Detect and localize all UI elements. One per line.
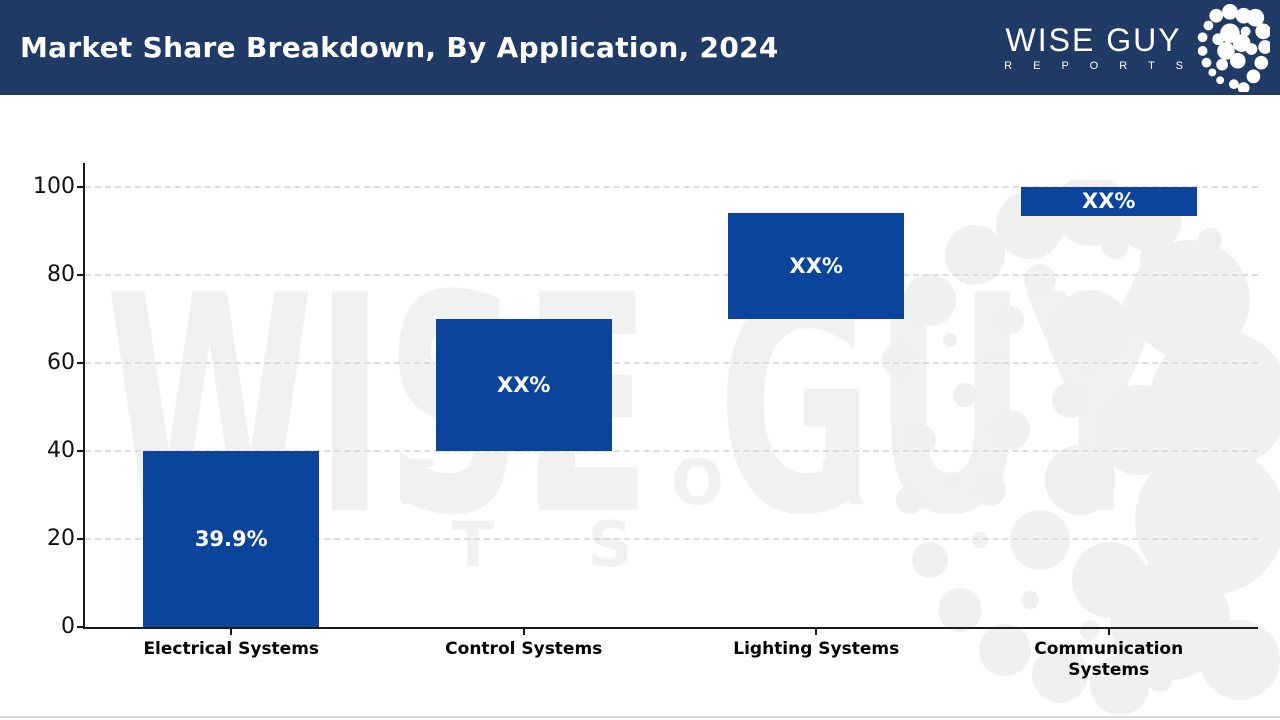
dotted-head-icon — [1197, 3, 1270, 92]
bottom-border-line — [0, 716, 1280, 718]
x-tick-mark-2 — [815, 627, 818, 635]
y-tick-mark-0 — [77, 626, 85, 628]
gridline-y-80 — [85, 274, 1258, 276]
y-axis-line — [83, 163, 85, 629]
x-axis-line — [85, 627, 1258, 629]
page-title: Market Share Breakdown, By Application, … — [20, 31, 779, 64]
y-tick-mark-80 — [77, 274, 85, 276]
bar-electrical-systems: 39.9% — [143, 451, 320, 627]
y-tick-label-100: 100 — [33, 174, 75, 199]
y-tick-mark-40 — [77, 450, 85, 452]
x-tick-mark-0 — [230, 627, 233, 635]
x-tick-mark-1 — [522, 627, 525, 635]
category-label-3: Communication Systems — [1034, 639, 1184, 681]
x-tick-mark-3 — [1107, 627, 1110, 635]
bar-value-label: XX% — [789, 253, 843, 278]
bar-value-label: XX% — [1082, 188, 1136, 213]
category-label-0: Electrical Systems — [143, 639, 320, 659]
y-tick-mark-100 — [77, 186, 85, 188]
y-tick-label-80: 80 — [47, 262, 75, 287]
header-band: Market Share Breakdown, By Application, … — [0, 0, 1280, 95]
logo-reports-label: R E P O R T S — [1004, 59, 1192, 72]
gridline-y-100 — [85, 186, 1258, 188]
y-tick-label-40: 40 — [47, 438, 75, 463]
bar-lighting-systems: XX% — [728, 213, 905, 319]
bar-control-systems: XX% — [435, 319, 612, 452]
y-tick-label-0: 0 — [61, 614, 75, 639]
category-label-2: Lighting Systems — [733, 639, 900, 659]
bar-communication-systems: XX% — [1020, 187, 1197, 216]
wiseguy-logo: WISE GUY R E P O R T S — [995, 3, 1270, 92]
gridline-y-40 — [85, 450, 1258, 452]
bar-value-label: XX% — [497, 372, 551, 397]
y-tick-label-20: 20 — [47, 526, 75, 551]
wiseguy-logo-text: WISE GUY R E P O R T S — [995, 24, 1192, 72]
y-tick-mark-60 — [77, 362, 85, 364]
gridline-y-60 — [85, 362, 1258, 364]
y-tick-mark-20 — [77, 538, 85, 540]
category-label-1: Control Systems — [445, 639, 603, 659]
y-tick-label-60: 60 — [47, 350, 75, 375]
bar-value-label: 39.9% — [194, 526, 268, 551]
logo-wiseguy-label: WISE GUY — [1005, 21, 1182, 58]
gridline-y-20 — [85, 538, 1258, 540]
